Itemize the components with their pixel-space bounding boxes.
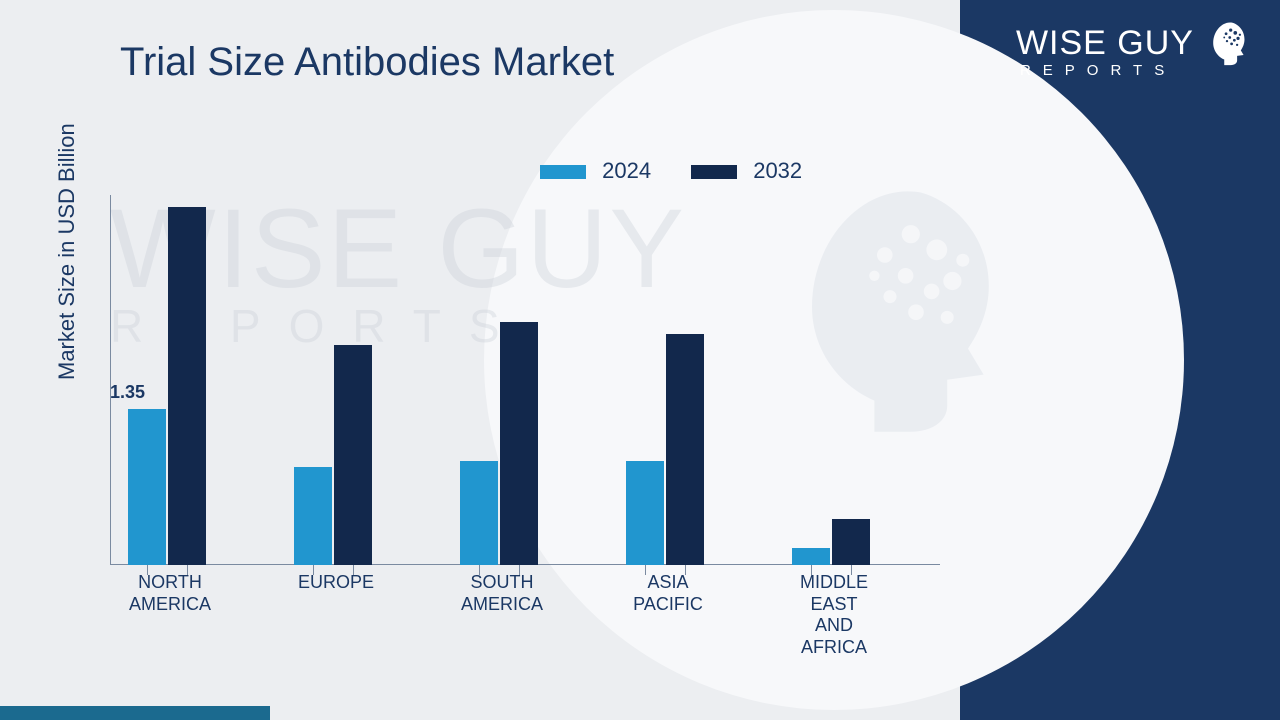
x-axis-category-label: SOUTHAMERICA xyxy=(442,572,562,615)
bar-2024 xyxy=(792,548,830,565)
bar-2024 xyxy=(128,409,166,565)
bar-2032 xyxy=(666,334,704,565)
x-axis-category-label: MIDDLEEASTANDAFRICA xyxy=(774,572,894,658)
legend: 2024 2032 xyxy=(540,158,802,184)
brand-logo: WISE GUY REPORTS xyxy=(1016,20,1250,79)
bar-2032 xyxy=(168,207,206,565)
legend-label-2032: 2032 xyxy=(753,158,802,183)
legend-item-2024: 2024 xyxy=(540,158,651,184)
x-axis-category-label: EUROPE xyxy=(276,572,396,594)
footer-accent-bar xyxy=(0,706,270,720)
bar-2032 xyxy=(334,345,372,565)
plot-area: 1.35 xyxy=(110,195,940,565)
legend-swatch-2032 xyxy=(691,165,737,179)
legend-swatch-2024 xyxy=(540,165,586,179)
bar-2032 xyxy=(832,519,870,565)
bar-2024 xyxy=(294,467,332,565)
stage: WISE GUY REPORTS Trial Size Antibodies M… xyxy=(0,0,1280,720)
brand-text-top: WISE GUY xyxy=(1016,24,1194,63)
legend-label-2024: 2024 xyxy=(602,158,651,183)
bar-2024 xyxy=(460,461,498,565)
brand-head-icon xyxy=(1204,20,1250,66)
x-axis-category-label: NORTHAMERICA xyxy=(110,572,230,615)
y-axis-label: Market Size in USD Billion xyxy=(54,123,80,380)
bar-2032 xyxy=(500,322,538,565)
y-axis xyxy=(110,195,111,565)
bar-2024 xyxy=(626,461,664,565)
bar-value-callout: 1.35 xyxy=(110,382,145,403)
x-axis-category-label: ASIAPACIFIC xyxy=(608,572,728,615)
chart-title: Trial Size Antibodies Market xyxy=(120,40,614,85)
legend-item-2032: 2032 xyxy=(691,158,802,184)
bar-chart: 1.35 xyxy=(110,195,940,565)
